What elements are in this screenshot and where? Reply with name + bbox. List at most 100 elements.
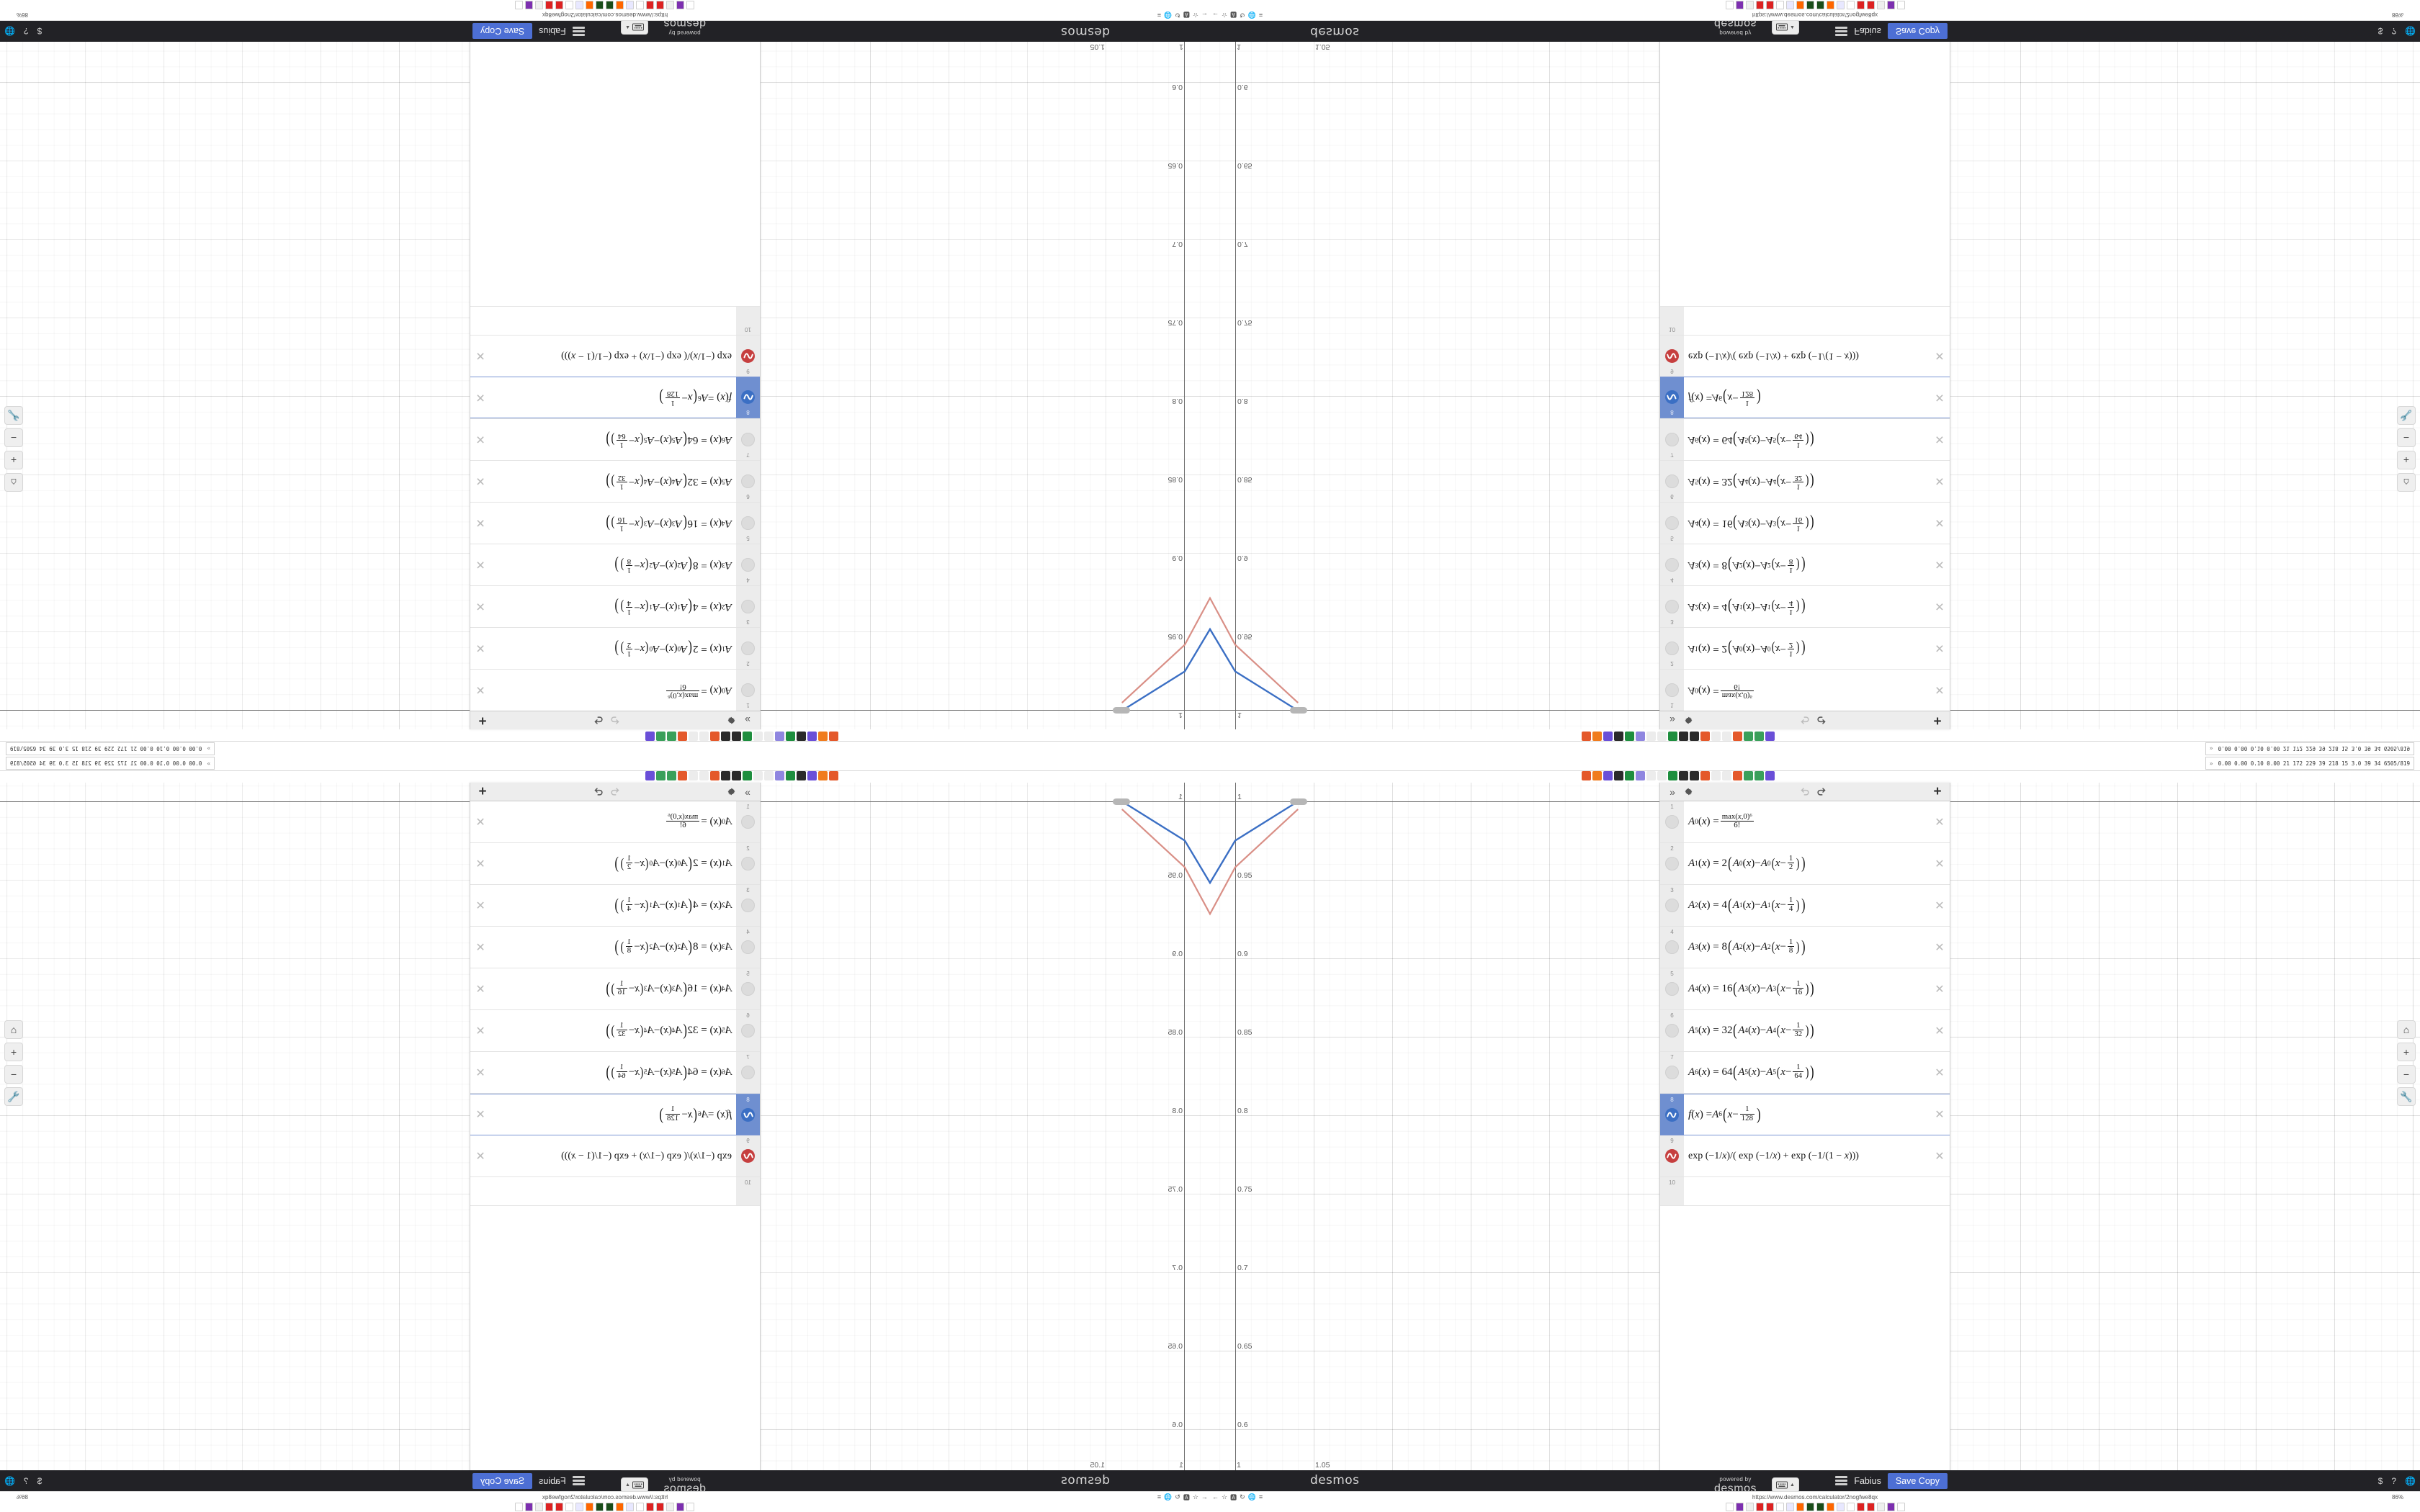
home-button[interactable]: ⌂ bbox=[2397, 1020, 2416, 1039]
graph-tool-group[interactable]: ⌂ + − 🔧 bbox=[2397, 1020, 2416, 1106]
desmos-bar-right-icons[interactable]: $ ? 🌐 bbox=[4, 21, 42, 42]
expression-color-swatch[interactable] bbox=[1665, 474, 1679, 488]
delete-expression-icon[interactable]: ✕ bbox=[1935, 899, 1945, 912]
expression-index-cell[interactable]: 3 bbox=[1660, 586, 1684, 627]
expression-row[interactable]: 8 f(x) = A 6(x − 1 128) ✕ bbox=[1660, 377, 1950, 418]
reader-icon[interactable]: 🅰 bbox=[1183, 1493, 1190, 1501]
expression-color-swatch[interactable] bbox=[741, 683, 755, 697]
expression-color-swatch[interactable] bbox=[741, 558, 755, 572]
expression-index-cell[interactable]: 7 bbox=[736, 1052, 760, 1093]
expression-toolbar[interactable]: » + bbox=[1660, 711, 1950, 729]
delete-expression-icon[interactable]: ✕ bbox=[475, 600, 485, 613]
expression-row[interactable]: 10 bbox=[1660, 306, 1950, 335]
tab-favicon[interactable] bbox=[786, 771, 795, 780]
expression-color-swatch[interactable] bbox=[1665, 815, 1679, 829]
redo-icon[interactable] bbox=[591, 713, 607, 729]
expression-row[interactable]: 7 A 6(x) = 64(A 5(x)− A 5(x − 1 64)) ✕ bbox=[470, 418, 760, 460]
axis-drag-handle[interactable] bbox=[1113, 707, 1130, 714]
caret-up-icon[interactable]: ▲ bbox=[625, 1482, 630, 1488]
reload-icon[interactable]: ↻ bbox=[1240, 12, 1245, 19]
expression-row[interactable]: 5 A 4(x) = 16(A 3(x)− A 3(x − 1 16)) ✕ bbox=[470, 502, 760, 544]
add-expression-button[interactable]: + bbox=[478, 783, 487, 799]
delete-expression-icon[interactable]: ✕ bbox=[1935, 816, 1945, 829]
taskbar-item[interactable] bbox=[1836, 1, 1845, 9]
globe-icon[interactable]: 🌐 bbox=[4, 26, 15, 37]
browser-nav-icons[interactable]: ← ☆ 🅰 ↻ 🌐 ≡ bbox=[1212, 1493, 1263, 1502]
tab-favicon[interactable] bbox=[743, 732, 752, 741]
taskbar-item[interactable] bbox=[686, 1503, 695, 1511]
tab-favicon[interactable] bbox=[1690, 732, 1699, 741]
taskbar-item[interactable] bbox=[1856, 1, 1865, 9]
expression-index-cell[interactable]: 7 bbox=[736, 419, 760, 460]
tab-favicon[interactable] bbox=[1744, 771, 1753, 780]
taskbar-item[interactable] bbox=[1876, 1503, 1885, 1511]
expression-row[interactable]: 8 f(x) = A 6(x − 1 128) ✕ bbox=[1660, 1094, 1950, 1135]
expression-color-swatch[interactable] bbox=[1665, 558, 1679, 572]
tab-favicon[interactable] bbox=[775, 732, 784, 741]
expression-color-swatch[interactable] bbox=[1665, 349, 1679, 363]
taskbar-item[interactable] bbox=[1725, 1503, 1734, 1511]
reader-icon[interactable]: 🅰 bbox=[1230, 1493, 1237, 1501]
delete-expression-icon[interactable]: ✕ bbox=[475, 983, 485, 996]
taskbar-item[interactable] bbox=[1826, 1, 1834, 9]
taskbar-item[interactable] bbox=[636, 1503, 645, 1511]
expression-index-cell[interactable]: 10 bbox=[736, 1177, 760, 1205]
expression-toolbar[interactable]: » + bbox=[1660, 783, 1950, 801]
taskbar-item[interactable] bbox=[535, 1503, 544, 1511]
expression-color-swatch[interactable] bbox=[1665, 899, 1679, 912]
taskbar-item[interactable] bbox=[606, 1, 614, 9]
delete-expression-icon[interactable]: ✕ bbox=[1935, 642, 1945, 654]
expression-row[interactable]: 4 A 3(x) = 8(A 2(x)− A 2(x − 1 8)) ✕ bbox=[470, 927, 760, 968]
taskbar-item[interactable] bbox=[555, 1, 564, 9]
tab-favicon[interactable] bbox=[710, 732, 720, 741]
expression-math[interactable]: A 2(x) = 4(A 1(x)− A 1(x − 1 4)) bbox=[614, 895, 732, 914]
expression-math[interactable]: A 4(x) = 16(A 3(x)− A 3(x − 1 16)) bbox=[605, 514, 732, 534]
taskbar-item[interactable] bbox=[575, 1, 584, 9]
expression-math[interactable]: f(x) = A 6(x − 1 128) bbox=[659, 1104, 732, 1124]
expand-chevron-icon[interactable]: » bbox=[1670, 786, 1675, 798]
taskbar-item[interactable] bbox=[656, 1, 665, 9]
home-button[interactable]: ⌂ bbox=[4, 473, 23, 492]
tab-favicon[interactable] bbox=[1765, 732, 1775, 741]
taskbar-item[interactable] bbox=[1755, 1503, 1764, 1511]
axis-drag-handle[interactable] bbox=[1290, 798, 1307, 805]
zoom-out-button[interactable]: − bbox=[4, 428, 23, 447]
browser-nav-icons[interactable]: ← ☆ 🅰 ↻ 🌐 ≡ bbox=[1157, 1493, 1208, 1502]
expression-math[interactable]: A 4(x) = 16(A 3(x)− A 3(x − 1 16)) bbox=[1688, 978, 1815, 998]
expression-math[interactable]: A 0(x) = max(x,0)6 6! bbox=[1688, 811, 1754, 830]
url-text[interactable]: https://www.desmos.com/calculator/2nogfw… bbox=[1752, 1493, 1878, 1500]
tab-favicon[interactable] bbox=[1700, 771, 1710, 780]
taskbar-item[interactable] bbox=[1775, 1, 1784, 9]
back-arrow-icon[interactable]: ← bbox=[1212, 1493, 1219, 1500]
expression-index-cell[interactable]: 2 bbox=[1660, 628, 1684, 669]
expression-math[interactable]: A 1(x) = 2(A 0(x)− A 0(x − 1 2)) bbox=[614, 639, 732, 659]
gear-icon[interactable] bbox=[724, 713, 740, 729]
menu-icon[interactable]: ≡ bbox=[1258, 1493, 1263, 1500]
delete-expression-icon[interactable]: ✕ bbox=[1935, 600, 1945, 613]
expression-row[interactable]: 9 exp (−1/x)/( exp (−1/x) + exp (−1/(1 − … bbox=[470, 335, 760, 377]
stats-chevron-icon[interactable]: » bbox=[2209, 760, 2213, 767]
expression-math[interactable]: exp (−1/x)/( exp (−1/x) + exp (−1/(1 − x… bbox=[561, 1150, 732, 1161]
taskbar-item[interactable] bbox=[1876, 1, 1885, 9]
expression-row[interactable]: 8 f(x) = A 6(x − 1 128) ✕ bbox=[470, 377, 760, 418]
expression-color-swatch[interactable] bbox=[741, 600, 755, 613]
expression-color-swatch[interactable] bbox=[1665, 390, 1679, 405]
expression-row[interactable]: 1 A 0(x) = max(x,0)6 6! ✕ bbox=[470, 669, 760, 711]
home-button[interactable]: ⌂ bbox=[4, 1020, 23, 1039]
expression-color-swatch[interactable] bbox=[1665, 516, 1679, 530]
delete-expression-icon[interactable]: ✕ bbox=[475, 433, 485, 446]
expression-math[interactable]: A 4(x) = 16(A 3(x)− A 3(x − 1 16)) bbox=[605, 978, 732, 998]
help-icon[interactable]: ? bbox=[23, 1475, 29, 1486]
delete-expression-icon[interactable]: ✕ bbox=[1935, 858, 1945, 870]
home-button[interactable]: ⌂ bbox=[2397, 473, 2416, 492]
zoom-in-button[interactable]: + bbox=[2397, 1043, 2416, 1061]
expression-row[interactable]: 9 exp (−1/x)/( exp (−1/x) + exp (−1/(1 − … bbox=[1660, 335, 1950, 377]
expression-row[interactable]: 7 A 6(x) = 64(A 5(x)− A 5(x − 1 64)) ✕ bbox=[1660, 1052, 1950, 1094]
tab-favicon[interactable] bbox=[1679, 771, 1688, 780]
taskbar-item[interactable] bbox=[1785, 1503, 1794, 1511]
expression-math[interactable]: A 5(x) = 32(A 4(x)− A 4(x − 1 32)) bbox=[605, 472, 732, 492]
expression-index-cell[interactable]: 8 bbox=[736, 377, 760, 418]
delete-expression-icon[interactable]: ✕ bbox=[475, 558, 485, 571]
expression-toolbar[interactable]: » + bbox=[470, 783, 760, 801]
tab-favicon[interactable] bbox=[1592, 771, 1602, 780]
